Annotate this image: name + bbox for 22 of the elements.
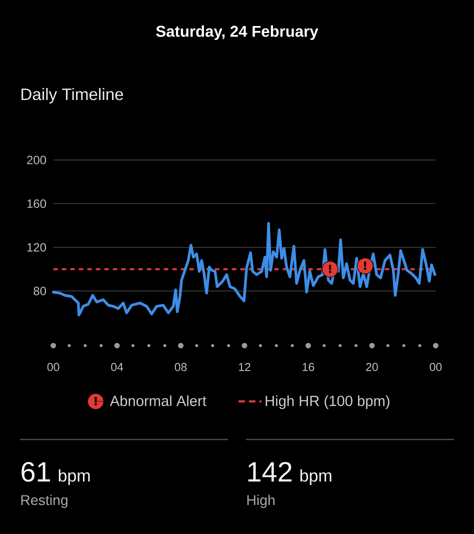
x-tick-label: 16 xyxy=(302,362,314,372)
legend-label: High HR (100 bpm) xyxy=(266,395,390,409)
text: 142 xyxy=(248,462,292,482)
y-tick-label: 160 xyxy=(27,199,46,208)
text: 61 xyxy=(22,462,50,482)
text: bpm xyxy=(300,469,332,486)
legend-label: Abnormal Alert xyxy=(110,395,206,406)
y-tick-label: 200 xyxy=(27,156,46,164)
chart-subtitle: Daily Timeline xyxy=(22,88,124,104)
text: High xyxy=(247,494,274,508)
y-tick-label: 120 xyxy=(27,243,46,252)
text: bpm xyxy=(58,469,90,486)
x-tick-label: 04 xyxy=(111,362,124,372)
text: Resting xyxy=(21,494,68,508)
x-tick-label: 00 xyxy=(47,362,60,372)
x-tick-label: 12 xyxy=(238,362,250,372)
line-series xyxy=(52,222,436,316)
x-tick-label: 00 xyxy=(430,362,442,372)
x-tick-label: 20 xyxy=(366,362,378,372)
x-tick-label: 08 xyxy=(174,362,187,372)
chart-title: Saturday, 24 February xyxy=(156,25,318,40)
y-tick-label: 80 xyxy=(34,286,46,296)
